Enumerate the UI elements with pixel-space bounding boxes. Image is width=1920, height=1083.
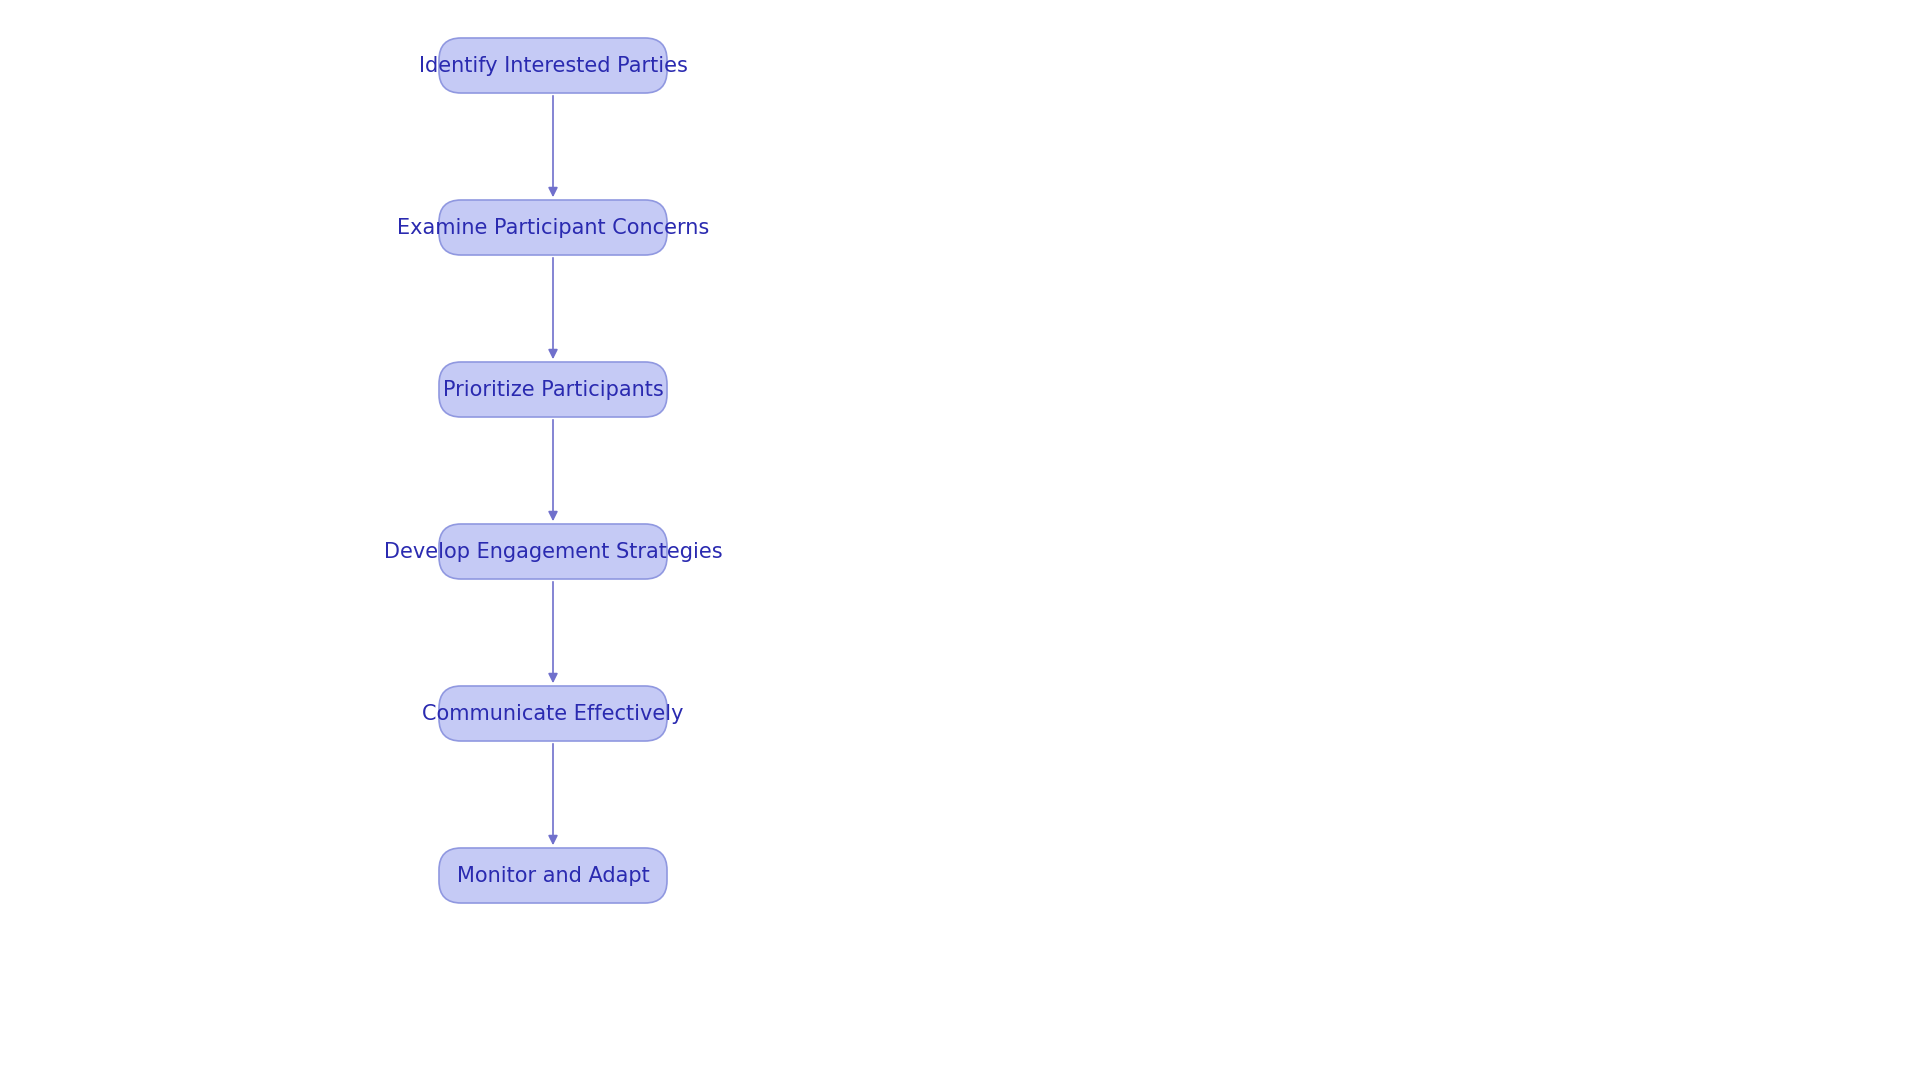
FancyBboxPatch shape bbox=[440, 362, 666, 417]
Text: Examine Participant Concerns: Examine Participant Concerns bbox=[397, 218, 708, 237]
Text: Prioritize Participants: Prioritize Participants bbox=[444, 379, 664, 400]
Text: Communicate Effectively: Communicate Effectively bbox=[422, 704, 684, 723]
FancyBboxPatch shape bbox=[440, 524, 666, 579]
Text: Develop Engagement Strategies: Develop Engagement Strategies bbox=[384, 542, 722, 561]
FancyBboxPatch shape bbox=[440, 686, 666, 741]
FancyBboxPatch shape bbox=[440, 848, 666, 903]
FancyBboxPatch shape bbox=[440, 200, 666, 255]
Text: Monitor and Adapt: Monitor and Adapt bbox=[457, 865, 649, 886]
Text: Identify Interested Parties: Identify Interested Parties bbox=[419, 55, 687, 76]
FancyBboxPatch shape bbox=[440, 38, 666, 93]
